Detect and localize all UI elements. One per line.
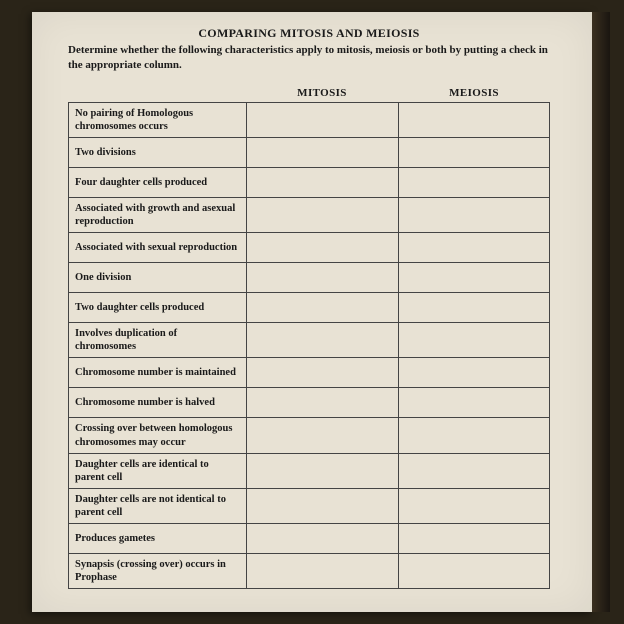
- table-row: Associated with sexual reproduction: [69, 233, 550, 263]
- table-row: One division: [69, 263, 550, 293]
- characteristic-cell: Associated with growth and asexual repro…: [69, 197, 247, 232]
- characteristic-cell: Four daughter cells produced: [69, 167, 247, 197]
- mitosis-check-cell[interactable]: [247, 488, 399, 523]
- table-row: Two divisions: [69, 137, 550, 167]
- comparison-table: No pairing of Homologous chromosomes occ…: [68, 102, 550, 590]
- characteristic-cell: Synapsis (crossing over) occurs in Proph…: [69, 554, 247, 589]
- meiosis-check-cell[interactable]: [398, 323, 550, 358]
- mitosis-check-cell[interactable]: [247, 418, 399, 453]
- characteristic-cell: Chromosome number is halved: [69, 388, 247, 418]
- characteristic-cell: Crossing over between homologous chromos…: [69, 418, 247, 453]
- table-row: Crossing over between homologous chromos…: [69, 418, 550, 453]
- mitosis-check-cell[interactable]: [247, 102, 399, 137]
- table-row: No pairing of Homologous chromosomes occ…: [69, 102, 550, 137]
- characteristic-cell: Two divisions: [69, 137, 247, 167]
- col-header-meiosis: MEIOSIS: [398, 87, 550, 99]
- characteristic-cell: Produces gametes: [69, 524, 247, 554]
- characteristic-cell: Two daughter cells produced: [69, 293, 247, 323]
- table-row: Associated with growth and asexual repro…: [69, 197, 550, 232]
- characteristic-cell: Daughter cells are not identical to pare…: [69, 488, 247, 523]
- table-row: Four daughter cells produced: [69, 167, 550, 197]
- table-row: Involves duplication of chromosomes: [69, 323, 550, 358]
- meiosis-check-cell[interactable]: [398, 524, 550, 554]
- meiosis-check-cell[interactable]: [398, 102, 550, 137]
- mitosis-check-cell[interactable]: [247, 233, 399, 263]
- col-header-spacer: [68, 87, 246, 99]
- mitosis-check-cell[interactable]: [247, 197, 399, 232]
- worksheet-instructions: Determine whether the following characte…: [68, 43, 550, 73]
- table-body: No pairing of Homologous chromosomes occ…: [69, 102, 550, 589]
- meiosis-check-cell[interactable]: [398, 167, 550, 197]
- table-row: Chromosome number is halved: [69, 388, 550, 418]
- column-headers-row: MITOSIS MEIOSIS: [68, 87, 550, 99]
- mitosis-check-cell[interactable]: [247, 137, 399, 167]
- meiosis-check-cell[interactable]: [398, 293, 550, 323]
- characteristic-cell: No pairing of Homologous chromosomes occ…: [69, 102, 247, 137]
- table-row: Daughter cells are identical to parent c…: [69, 453, 550, 488]
- mitosis-check-cell[interactable]: [247, 293, 399, 323]
- meiosis-check-cell[interactable]: [398, 388, 550, 418]
- mitosis-check-cell[interactable]: [247, 453, 399, 488]
- meiosis-check-cell[interactable]: [398, 358, 550, 388]
- characteristic-cell: Involves duplication of chromosomes: [69, 323, 247, 358]
- table-row: Daughter cells are not identical to pare…: [69, 488, 550, 523]
- table-row: Chromosome number is maintained: [69, 358, 550, 388]
- characteristic-cell: Chromosome number is maintained: [69, 358, 247, 388]
- mitosis-check-cell[interactable]: [247, 388, 399, 418]
- meiosis-check-cell[interactable]: [398, 197, 550, 232]
- meiosis-check-cell[interactable]: [398, 418, 550, 453]
- characteristic-cell: One division: [69, 263, 247, 293]
- table-row: Two daughter cells produced: [69, 293, 550, 323]
- meiosis-check-cell[interactable]: [398, 137, 550, 167]
- table-row: Produces gametes: [69, 524, 550, 554]
- meiosis-check-cell[interactable]: [398, 233, 550, 263]
- mitosis-check-cell[interactable]: [247, 323, 399, 358]
- mitosis-check-cell[interactable]: [247, 524, 399, 554]
- mitosis-check-cell[interactable]: [247, 167, 399, 197]
- meiosis-check-cell[interactable]: [398, 488, 550, 523]
- mitosis-check-cell[interactable]: [247, 358, 399, 388]
- worksheet-paper: COMPARING MITOSIS AND MEIOSIS Determine …: [32, 12, 592, 612]
- worksheet-title: COMPARING MITOSIS AND MEIOSIS: [68, 26, 550, 41]
- meiosis-check-cell[interactable]: [398, 263, 550, 293]
- table-row: Synapsis (crossing over) occurs in Proph…: [69, 554, 550, 589]
- col-header-mitosis: MITOSIS: [246, 87, 398, 99]
- characteristic-cell: Associated with sexual reproduction: [69, 233, 247, 263]
- mitosis-check-cell[interactable]: [247, 263, 399, 293]
- meiosis-check-cell[interactable]: [398, 453, 550, 488]
- characteristic-cell: Daughter cells are identical to parent c…: [69, 453, 247, 488]
- mitosis-check-cell[interactable]: [247, 554, 399, 589]
- meiosis-check-cell[interactable]: [398, 554, 550, 589]
